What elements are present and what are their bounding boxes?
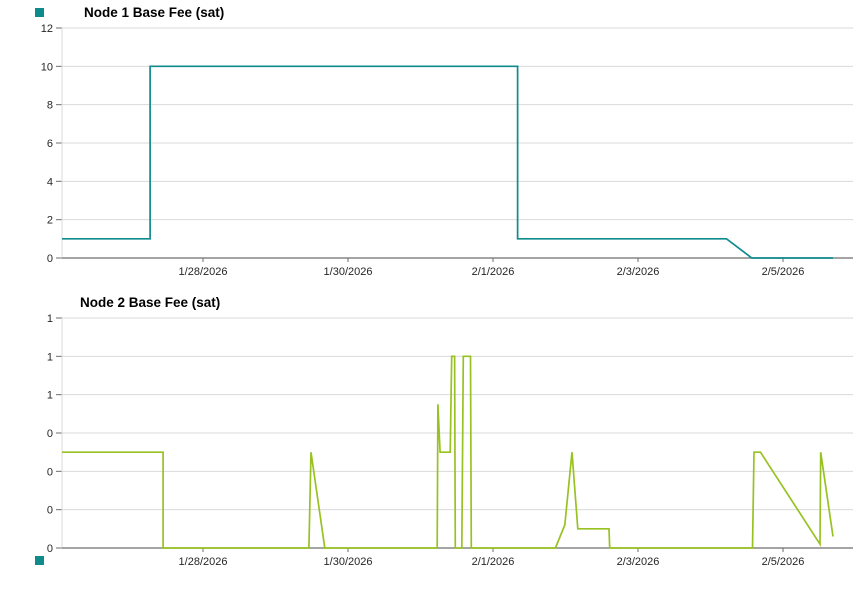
x-tick-label: 1/30/2026 (324, 266, 373, 278)
series-line (62, 65, 833, 259)
y-tick-label: 0 (47, 466, 53, 478)
y-tick-label: 6 (47, 138, 53, 150)
y-tick-label: 8 (47, 100, 53, 112)
x-tick-label: 2/1/2026 (472, 266, 515, 278)
x-tick-label: 1/28/2026 (179, 556, 228, 568)
y-tick-label: 2 (47, 215, 53, 227)
x-tick-label: 2/3/2026 (617, 266, 660, 278)
y-tick-label: 0 (47, 428, 53, 440)
chart-title: Node 2 Base Fee (sat) (80, 295, 221, 310)
y-tick-label: 0 (47, 543, 53, 555)
y-tick-label: 1 (47, 390, 53, 402)
line-chart-plot-node1: 0 2 4 6 8 10 12 1/28/2026 1/30/2026 2/1/2026 2/3/2… (41, 23, 853, 278)
chart-node-2-base-fee: Node 2 Base Fee (sat) 0 0 0 0 1 1 1 1/28/2026 1/… (0, 290, 860, 600)
y-tick-label: 1 (47, 351, 53, 363)
line-chart-plot-node2: 0 0 0 0 1 1 1 1/28/2026 1/30/2026 2/1/2026 2/3/202… (47, 313, 853, 568)
y-tick-label: 1 (47, 313, 53, 325)
series-line (62, 355, 834, 549)
x-tick-label: 2/5/2026 (762, 266, 805, 278)
y-tick-label: 0 (47, 253, 53, 265)
x-tick-label: 2/5/2026 (762, 556, 805, 568)
x-tick-label: 1/30/2026 (324, 556, 373, 568)
x-tick-label: 2/1/2026 (472, 556, 515, 568)
x-tick-label: 2/3/2026 (617, 556, 660, 568)
y-tick-label: 10 (41, 61, 53, 73)
y-tick-label: 0 (47, 505, 53, 517)
chart-node-1-base-fee: Node 1 Base Fee (sat) 0 2 4 6 8 10 12 1/28/2026… (0, 0, 860, 290)
y-tick-label: 12 (41, 23, 53, 35)
chart-title: Node 1 Base Fee (sat) (84, 5, 225, 20)
series-swatch-icon (35, 556, 44, 565)
x-tick-label: 1/28/2026 (179, 266, 228, 278)
y-tick-label: 4 (47, 176, 53, 188)
series-swatch-icon (35, 8, 44, 17)
